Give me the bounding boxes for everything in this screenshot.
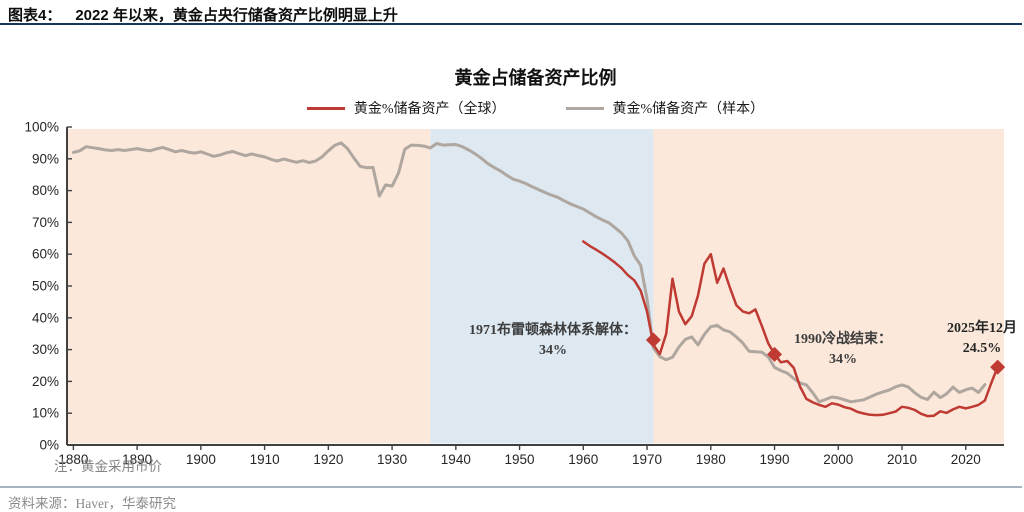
y-tick-label: 90% (32, 151, 59, 166)
y-tick-label: 30% (32, 342, 59, 357)
figure-heading: 2022 年以来，黄金占央行储备资产比例明显上升 (75, 7, 398, 24)
y-tick-label: 0% (39, 438, 59, 453)
annotation-1971-text: 1971布雷顿森林体系解体： (469, 323, 637, 338)
legend-label-sample: 黄金%储备资产（样本） (612, 102, 765, 117)
marker-diamond-1990 (767, 346, 783, 362)
plot-band-2 (653, 129, 1004, 444)
y-tick-label: 50% (32, 279, 59, 294)
legend-item-sample: 黄金%储备资产（样本） (565, 98, 765, 118)
x-tick-label: 1880 (58, 452, 88, 467)
footer-divider (0, 486, 1022, 488)
y-tick-label: 20% (32, 374, 59, 389)
y-tick-label: 80% (32, 183, 59, 198)
legend-label-global: 黄金%储备资产（全球） (353, 102, 506, 117)
y-tick-label: 100% (24, 120, 59, 135)
legend-line-gray (565, 106, 604, 110)
plot-band-0 (67, 129, 431, 444)
x-tick-label: 1970 (632, 452, 662, 467)
figure-header: 图表4： 2022 年以来，黄金占央行储备资产比例明显上升 (8, 4, 398, 25)
series-line-sample (71, 141, 987, 404)
header-divider (0, 23, 1022, 25)
chart-note: 注：黄金采用市价 (54, 459, 162, 474)
x-tick-label: 2010 (887, 452, 917, 467)
x-tick-label: 1990 (760, 452, 790, 467)
source-line: 资料来源：Haver，华泰研究 (8, 496, 176, 511)
annotation-2025-text: 2025年12月 (947, 321, 1017, 336)
annotation-1971-bretton-woods: 1971布雷顿森林体系解体： 34% (448, 321, 658, 361)
marker-diamond-1971 (645, 332, 661, 348)
annotation-1971-value: 34% (539, 343, 567, 358)
marker-diamond-2025 (990, 359, 1006, 375)
figure-number: 图表4： (8, 7, 62, 24)
x-tick-label: 1940 (441, 452, 471, 467)
annotation-2025-value: 24.5% (962, 341, 1002, 356)
x-tick-label: 2000 (823, 452, 853, 467)
x-tick-label: 1960 (568, 452, 598, 467)
annotation-1990-cold-war-end: 1990冷战结束： 34% (763, 330, 923, 370)
x-tick-label: 1930 (377, 452, 407, 467)
x-tick-label: 1900 (186, 452, 216, 467)
y-tick-label: 60% (32, 247, 59, 262)
y-tick-label: 10% (32, 406, 59, 421)
x-tick-label: 2020 (951, 452, 981, 467)
y-tick-label: 70% (32, 215, 59, 230)
plot-band-1 (430, 129, 654, 444)
x-tick-label: 1890 (122, 452, 152, 467)
x-tick-label: 1920 (313, 452, 343, 467)
annotation-1990-text: 1990冷战结束： (794, 332, 892, 347)
chart-title: 黄金占储备资产比例 (454, 68, 617, 88)
x-tick-label: 1950 (505, 452, 535, 467)
legend-line-red (306, 106, 345, 110)
legend-item-global: 黄金%储备资产（全球） (306, 98, 506, 118)
x-tick-label: 1980 (696, 452, 726, 467)
annotation-1990-value: 34% (829, 352, 857, 367)
y-tick-label: 40% (32, 310, 59, 325)
chart-legend: 黄金%储备资产（全球） 黄金%储备资产（样本） (67, 98, 1004, 118)
x-tick-label: 1910 (250, 452, 280, 467)
annotation-2025-latest: 2025年12月 24.5% (927, 319, 1024, 359)
